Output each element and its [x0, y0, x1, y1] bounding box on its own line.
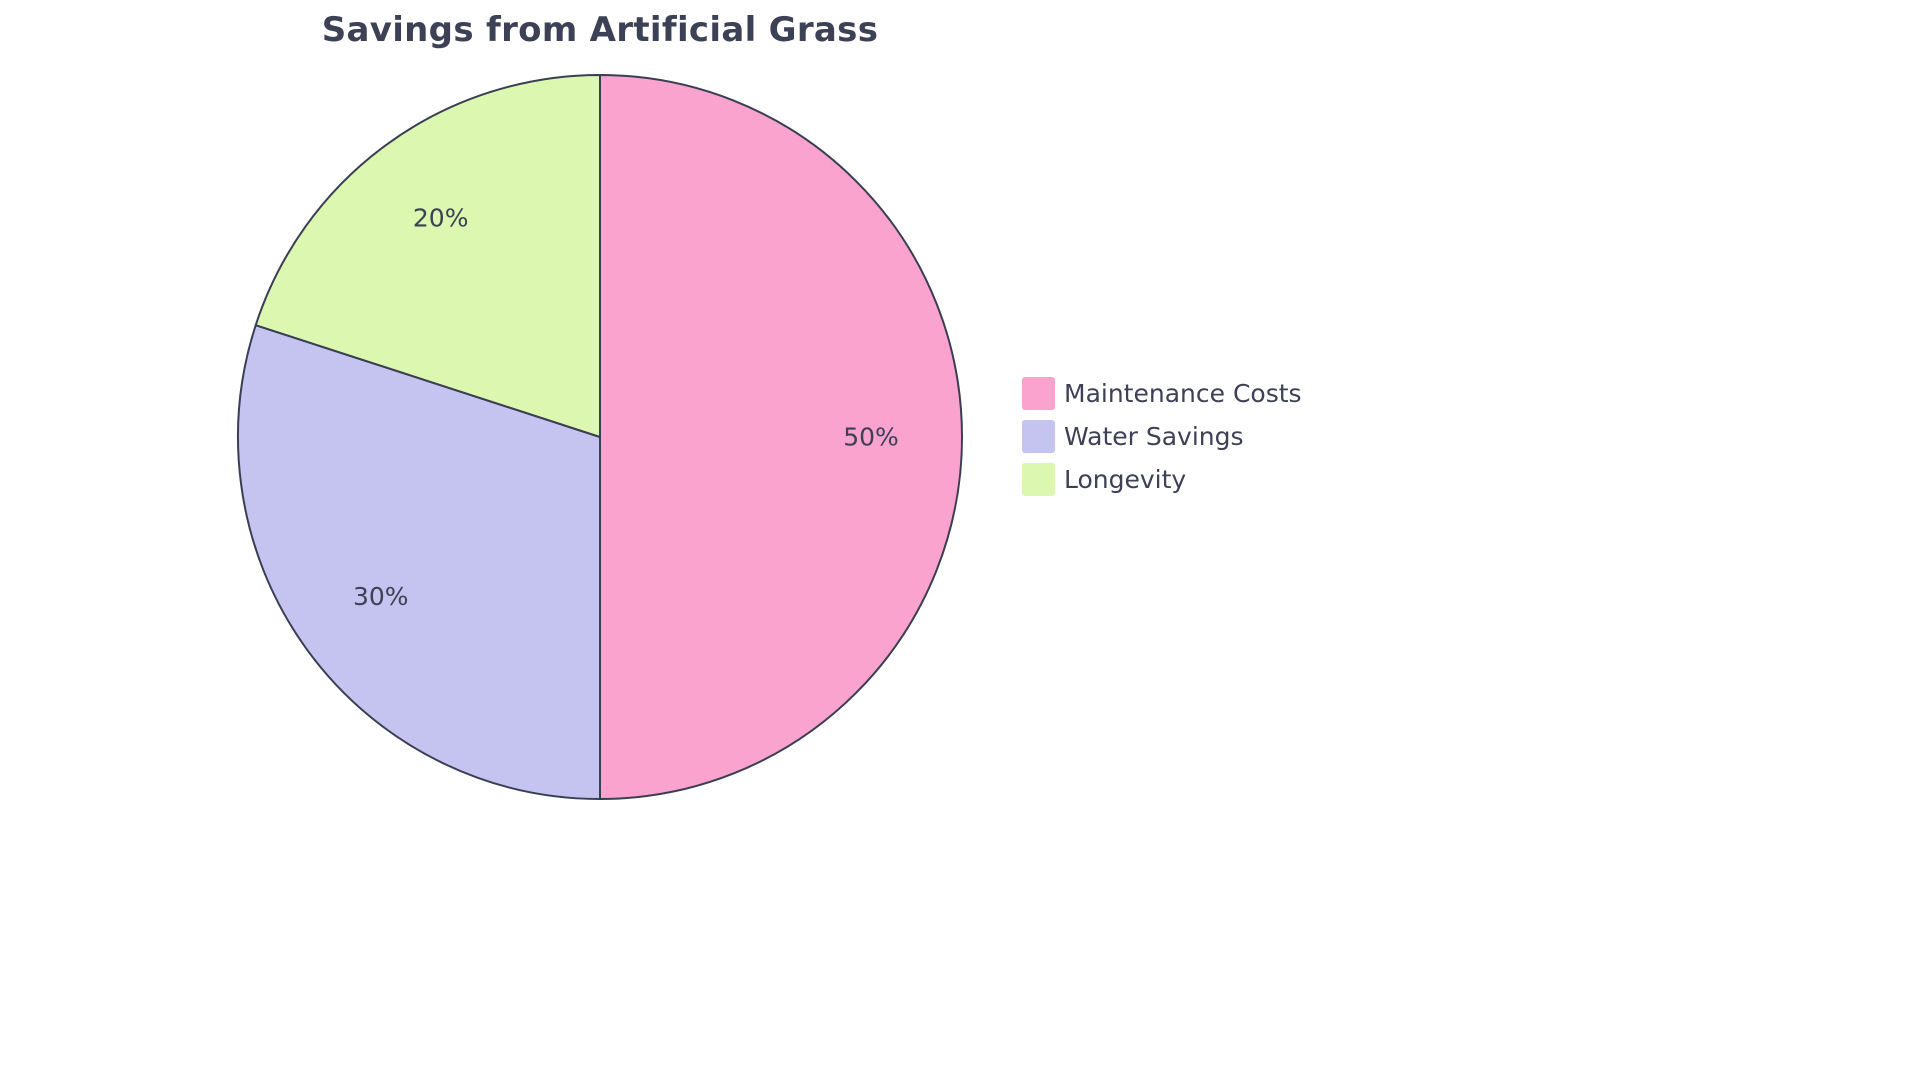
legend-item-longevity: Longevity: [1022, 463, 1302, 496]
legend: Maintenance Costs Water Savings Longevity: [1022, 377, 1302, 496]
legend-label-longevity: Longevity: [1064, 464, 1187, 494]
legend-item-water-savings: Water Savings: [1022, 420, 1302, 453]
legend-item-maintenance-costs: Maintenance Costs: [1022, 377, 1302, 410]
legend-label-maintenance-costs: Maintenance Costs: [1064, 378, 1302, 408]
pie-slice-longevity: [254, 74, 601, 438]
slice-percent-label-longevity: 20%: [413, 203, 469, 232]
legend-label-water-savings: Water Savings: [1064, 421, 1244, 451]
pie-slice-water-savings: [237, 324, 601, 800]
legend-swatch-longevity: [1022, 463, 1055, 496]
legend-swatch-maintenance-costs: [1022, 377, 1055, 410]
chart-title: Savings from Artificial Grass: [321, 10, 879, 50]
slice-percent-label-water-savings: 30%: [353, 582, 409, 611]
slice-percent-label-maintenance-costs: 50%: [843, 423, 899, 452]
legend-swatch-water-savings: [1022, 420, 1055, 453]
pie-slice-maintenance-costs: [599, 74, 963, 800]
